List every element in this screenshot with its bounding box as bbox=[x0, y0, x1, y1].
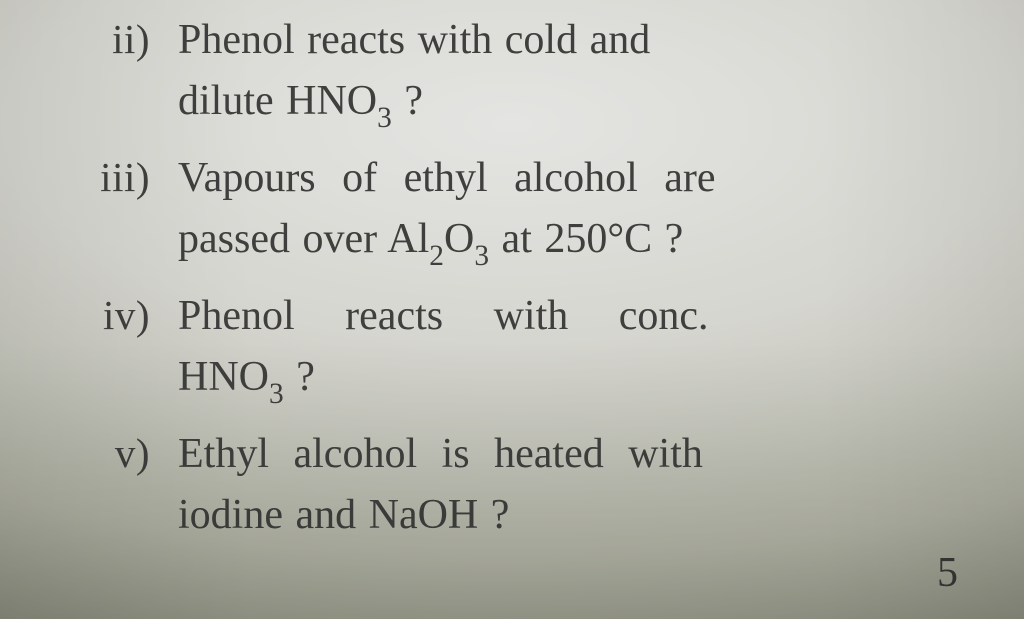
text-line: dilute HNO3 ? bbox=[178, 78, 423, 124]
text-fragment: passed over Al bbox=[178, 216, 429, 262]
subscript: 3 bbox=[474, 240, 489, 272]
item-text: Phenol reacts with cold and dilute HNO3 … bbox=[178, 10, 984, 136]
item-numeral: ii) bbox=[40, 10, 178, 69]
text-fragment: at 250°C ? bbox=[489, 216, 683, 262]
list-item: iii) Vapours of ethyl alcohol are passed… bbox=[40, 148, 984, 274]
subscript: 3 bbox=[377, 102, 392, 134]
text-line: iodine and NaOH ? bbox=[178, 492, 509, 538]
text-line: Vapours of ethyl alcohol are bbox=[178, 155, 716, 201]
list-item: iv) Phenol reacts with conc. HNO3 ? bbox=[40, 286, 984, 412]
text-line: Phenol reacts with conc. bbox=[178, 293, 709, 339]
page-number: 5 bbox=[937, 549, 958, 597]
list-item: v) Ethyl alcohol is heated with iodine a… bbox=[40, 424, 984, 546]
text-fragment: HNO bbox=[178, 354, 269, 400]
list-item: ii) Phenol reacts with cold and dilute H… bbox=[40, 10, 984, 136]
item-numeral: iii) bbox=[40, 148, 178, 207]
item-numeral: v) bbox=[40, 424, 178, 483]
item-text: Phenol reacts with conc. HNO3 ? bbox=[178, 286, 984, 412]
text-line: passed over Al2O3 at 250°C ? bbox=[178, 216, 683, 262]
page-container: ii) Phenol reacts with cold and dilute H… bbox=[0, 0, 1024, 619]
text-line: HNO3 ? bbox=[178, 354, 315, 400]
subscript: 2 bbox=[429, 240, 444, 272]
text-line: Ethyl alcohol is heated with bbox=[178, 431, 703, 477]
item-numeral: iv) bbox=[40, 286, 178, 345]
text-fragment: O bbox=[444, 216, 474, 262]
text-fragment: ? bbox=[284, 354, 315, 400]
text-fragment: dilute HNO bbox=[178, 78, 377, 124]
text-fragment: ? bbox=[392, 78, 423, 124]
item-text: Vapours of ethyl alcohol are passed over… bbox=[178, 148, 984, 274]
subscript: 3 bbox=[269, 378, 284, 410]
item-text: Ethyl alcohol is heated with iodine and … bbox=[178, 424, 984, 546]
text-line: Phenol reacts with cold and bbox=[178, 17, 650, 63]
